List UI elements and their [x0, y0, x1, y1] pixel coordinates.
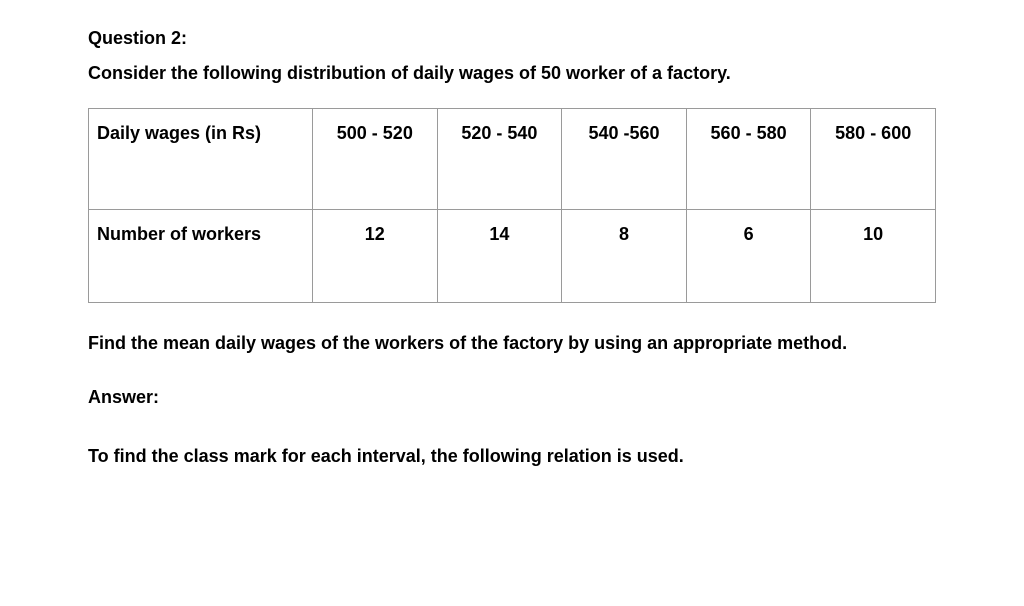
answer-line-1: To find the class mark for each interval…	[88, 446, 936, 467]
table-cell: 12	[313, 210, 438, 303]
table-row: Number of workers 12 14 8 6 10	[89, 210, 936, 303]
answer-label: Answer:	[88, 387, 936, 408]
page: Question 2: Consider the following distr…	[0, 0, 1024, 606]
table-cell: 14	[437, 210, 562, 303]
table-cell: 580 - 600	[811, 109, 936, 210]
table-cell: 6	[686, 210, 811, 303]
table-cell: 8	[562, 210, 687, 303]
table-cell: 10	[811, 210, 936, 303]
instruction-text: Find the mean daily wages of the workers…	[88, 325, 936, 361]
table-cell: 500 - 520	[313, 109, 438, 210]
table-cell: 560 - 580	[686, 109, 811, 210]
wages-table: Daily wages (in Rs) 500 - 520 520 - 540 …	[88, 108, 936, 303]
row-header-workers: Number of workers	[89, 210, 313, 303]
row-header-wages: Daily wages (in Rs)	[89, 109, 313, 210]
question-label: Question 2:	[88, 28, 936, 49]
table-cell: 520 - 540	[437, 109, 562, 210]
table-row: Daily wages (in Rs) 500 - 520 520 - 540 …	[89, 109, 936, 210]
table-cell: 540 -560	[562, 109, 687, 210]
question-prompt: Consider the following distribution of d…	[88, 63, 936, 84]
